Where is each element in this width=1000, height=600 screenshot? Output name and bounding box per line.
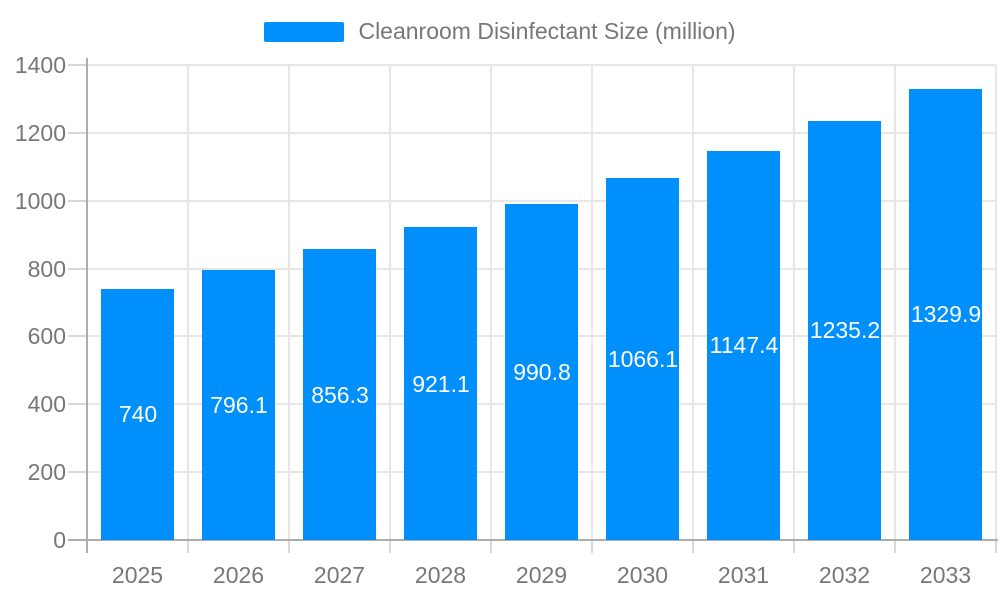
legend[interactable]: Cleanroom Disinfectant Size (million): [0, 18, 1000, 45]
v-gridline: [389, 65, 391, 540]
v-gridline: [692, 65, 694, 540]
x-axis-tick: [288, 540, 290, 553]
bar[interactable]: [707, 151, 780, 540]
x-axis-label: 2025: [111, 562, 164, 588]
y-axis-label: 0: [53, 527, 66, 553]
x-axis-label: 2028: [414, 562, 467, 588]
bar[interactable]: [505, 204, 578, 540]
bar[interactable]: [808, 121, 881, 540]
v-gridline: [490, 65, 492, 540]
y-axis-tick: [68, 471, 87, 473]
h-gridline: [87, 200, 996, 202]
v-gridline: [288, 65, 290, 540]
y-axis-label: 600: [27, 323, 66, 349]
y-axis-label: 400: [27, 391, 66, 417]
v-gridline: [187, 65, 189, 540]
y-axis-tick: [68, 403, 87, 405]
y-axis-tick: [68, 335, 87, 337]
bar[interactable]: [202, 270, 275, 540]
y-axis-tick: [68, 268, 87, 270]
bar[interactable]: [303, 249, 376, 540]
x-axis-tick: [793, 540, 795, 553]
bar[interactable]: [101, 289, 174, 540]
x-axis-label: 2026: [212, 562, 265, 588]
x-axis-tick: [692, 540, 694, 553]
x-axis-tick: [591, 540, 593, 553]
x-axis-label: 2031: [717, 562, 770, 588]
x-axis-tick: [187, 540, 189, 553]
x-axis-label: 2030: [616, 562, 669, 588]
v-gridline: [793, 65, 795, 540]
v-gridline: [591, 65, 593, 540]
x-axis-tick: [894, 540, 896, 553]
x-axis-label: 2033: [919, 562, 972, 588]
bar[interactable]: [909, 89, 982, 540]
y-axis-label: 1400: [14, 52, 66, 78]
v-gridline: [995, 65, 997, 540]
x-axis-label: 2029: [515, 562, 568, 588]
legend-swatch-icon: [264, 21, 345, 42]
v-gridline: [894, 65, 896, 540]
h-gridline: [87, 132, 996, 134]
x-axis-tick: [490, 540, 492, 553]
y-axis-tick: [68, 132, 87, 134]
bar[interactable]: [404, 227, 477, 540]
legend-label: Cleanroom Disinfectant Size (million): [358, 18, 736, 44]
y-axis-label: 200: [27, 459, 66, 485]
y-axis-tick: [68, 64, 87, 66]
x-axis-tick: [995, 540, 997, 553]
bar[interactable]: [606, 178, 679, 540]
x-axis-label: 2027: [313, 562, 366, 588]
x-axis-tick: [389, 540, 391, 553]
y-axis-line: [86, 58, 88, 553]
y-axis-label: 1200: [14, 120, 66, 146]
x-axis-line: [68, 539, 998, 541]
y-axis-tick: [68, 200, 87, 202]
x-axis-label: 2032: [818, 562, 871, 588]
y-axis-label: 1000: [14, 188, 66, 214]
y-axis-label: 800: [27, 256, 66, 282]
h-gridline: [87, 64, 996, 66]
